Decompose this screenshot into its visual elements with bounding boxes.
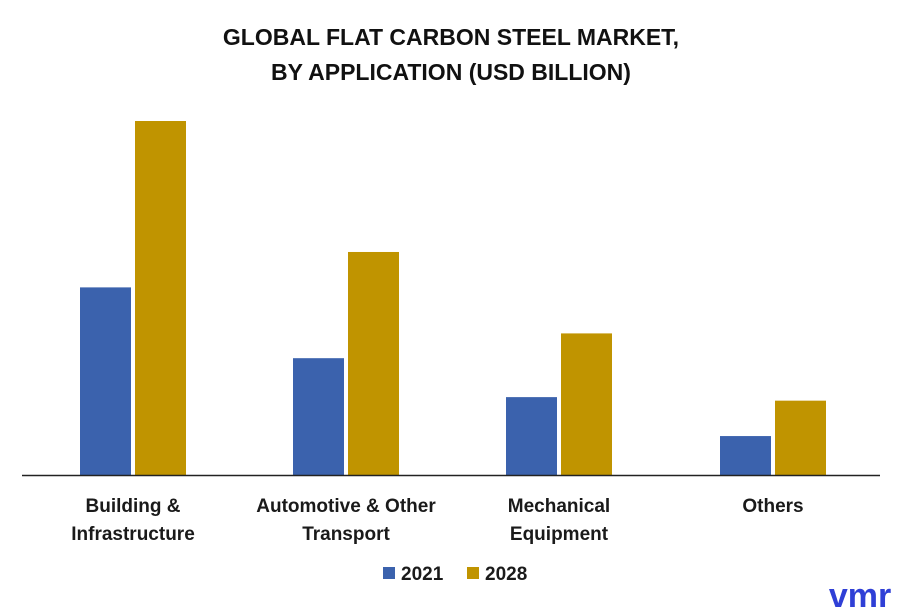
bar-2021-1 [293, 358, 344, 475]
bar-2028-1 [348, 251, 399, 475]
bar-2021-0 [80, 287, 131, 475]
category-label: Automotive & Other Transport [256, 496, 436, 545]
legend-label-2021: 2021 [401, 564, 444, 585]
chart-title-line: GLOBAL FLAT CARBON STEEL MARKET, [223, 24, 679, 50]
category-label-line: Others [742, 496, 803, 517]
bar-2028-2 [561, 333, 612, 475]
category-label: Others [742, 496, 803, 517]
bar-2021-2 [506, 397, 557, 475]
category-label-line: Building & [86, 496, 181, 517]
legend-swatch-2021 [383, 567, 395, 579]
category-label-line: Automotive & Other [256, 496, 436, 517]
bars [80, 121, 826, 475]
legend-label-2028: 2028 [485, 564, 527, 585]
chart-title: GLOBAL FLAT CARBON STEEL MARKET, BY APPLI… [223, 24, 679, 85]
category-label: Building & Infrastructure [71, 496, 195, 545]
brand-logo: vmr [829, 577, 891, 613]
bar-2028-3 [775, 400, 826, 475]
bar-2028-0 [135, 121, 186, 475]
category-labels: Building & Infrastructure Automotive & Oth… [71, 496, 803, 545]
category-label-line: Mechanical [508, 496, 610, 517]
category-label: Mechanical Equipment [508, 496, 610, 545]
vmr-logo: vmr [829, 577, 891, 613]
category-label-line: Equipment [510, 524, 609, 545]
legend-swatch-2028 [467, 567, 479, 579]
category-label-line: Transport [302, 524, 390, 545]
legend: 2021 2028 [383, 564, 527, 585]
chart-title-line: BY APPLICATION (USD BILLION) [271, 59, 631, 85]
category-label-line: Infrastructure [71, 524, 195, 545]
bar-2021-3 [720, 436, 771, 475]
